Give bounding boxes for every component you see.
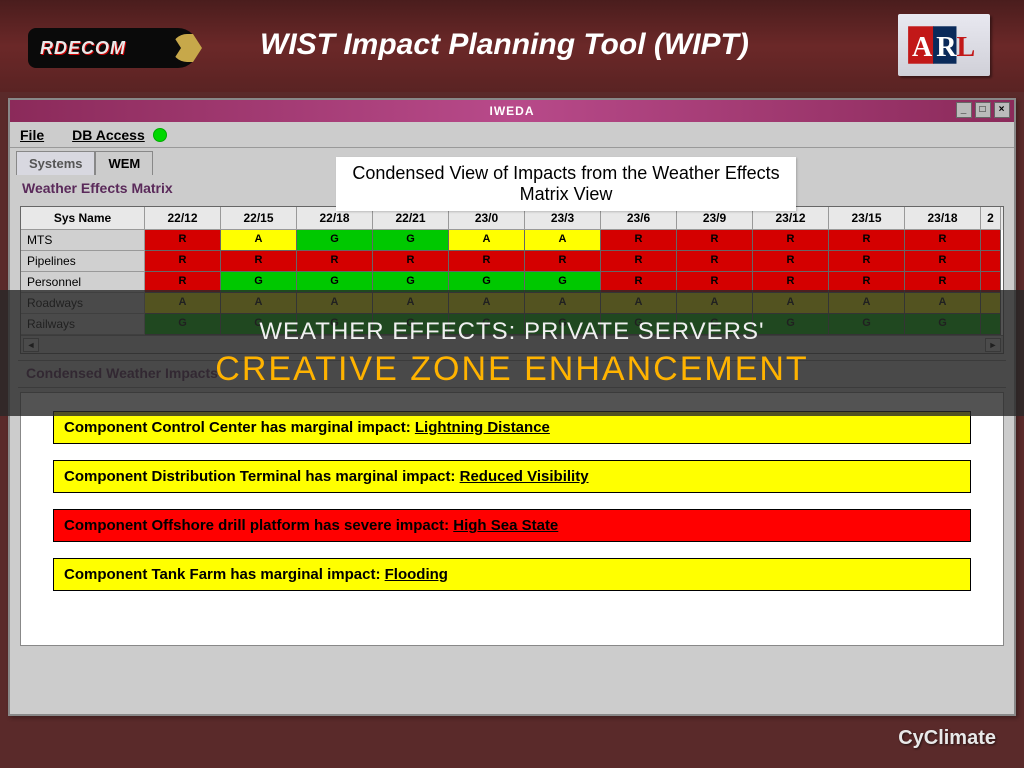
matrix-col-time: 23/15 <box>829 207 905 230</box>
matrix-cell <box>981 251 1001 272</box>
matrix-cell[interactable]: R <box>753 230 829 251</box>
matrix-cell[interactable]: R <box>297 251 373 272</box>
svg-text:R: R <box>936 32 957 63</box>
matrix-cell[interactable]: G <box>373 230 449 251</box>
matrix-cell[interactable]: R <box>829 230 905 251</box>
menu-db-access[interactable]: DB Access <box>72 127 145 143</box>
matrix-row-name[interactable]: Pipelines <box>21 251 145 272</box>
matrix-cell[interactable]: A <box>449 230 525 251</box>
impact-text: Component Offshore drill platform has se… <box>64 517 453 534</box>
svg-text:A: A <box>912 32 933 63</box>
impact-text: Component Tank Farm has marginal impact: <box>64 566 385 583</box>
matrix-cell[interactable]: R <box>753 251 829 272</box>
menu-file[interactable]: File <box>20 127 44 143</box>
condensed-impacts-list: Component Control Center has marginal im… <box>20 392 1004 646</box>
matrix-col-time: 23/18 <box>905 207 981 230</box>
matrix-cell[interactable]: A <box>525 230 601 251</box>
callout-text: Condensed View of Impacts from the Weath… <box>336 163 796 205</box>
overlay-line-2: CREATIVE ZONE ENHANCEMENT <box>215 350 808 389</box>
matrix-cell[interactable]: R <box>221 251 297 272</box>
close-button[interactable]: × <box>994 102 1010 118</box>
matrix-cell[interactable]: R <box>601 251 677 272</box>
matrix-cell[interactable]: A <box>221 230 297 251</box>
window-titlebar[interactable]: IWEDA _ □ × <box>10 100 1014 122</box>
rdecom-text: RDECOM <box>40 38 126 59</box>
rdecom-arrow-icon <box>172 34 202 62</box>
maximize-button[interactable]: □ <box>975 102 991 118</box>
matrix-col-time: 22/12 <box>145 207 221 230</box>
slide-title: WIST Impact Planning Tool (WIPT) <box>260 28 749 62</box>
matrix-col-sysname: Sys Name <box>21 207 145 230</box>
matrix-cell[interactable]: R <box>525 251 601 272</box>
matrix-col-time: 22/15 <box>221 207 297 230</box>
footer-brand: CyClimate <box>898 727 996 750</box>
minimize-button[interactable]: _ <box>956 102 972 118</box>
impact-link[interactable]: Reduced Visibility <box>460 468 589 485</box>
matrix-cell[interactable]: G <box>297 230 373 251</box>
impact-row[interactable]: Component Tank Farm has marginal impact:… <box>53 558 971 591</box>
matrix-cell[interactable]: R <box>601 230 677 251</box>
impact-text: Component Distribution Terminal has marg… <box>64 468 460 485</box>
impact-row[interactable]: Component Offshore drill platform has se… <box>53 509 971 542</box>
overlay-band: WEATHER EFFECTS: PRIVATE SERVERS' CREATI… <box>0 290 1024 416</box>
matrix-cell[interactable]: R <box>449 251 525 272</box>
matrix-col-time: 2 <box>981 207 1001 230</box>
rdecom-logo: RDECOM <box>28 28 198 68</box>
menu-bar: File DB Access <box>10 122 1014 148</box>
matrix-cell[interactable]: R <box>905 230 981 251</box>
tab-wem[interactable]: WEM <box>95 151 153 175</box>
impact-text: Component Control Center has marginal im… <box>64 419 415 436</box>
slide-banner: RDECOM WIST Impact Planning Tool (WIPT) … <box>0 0 1024 92</box>
db-status-indicator-icon <box>153 128 167 142</box>
svg-text:L: L <box>956 32 975 63</box>
impact-link[interactable]: Lightning Distance <box>415 419 550 436</box>
tab-systems[interactable]: Systems <box>16 151 95 175</box>
impact-row[interactable]: Component Distribution Terminal has marg… <box>53 460 971 493</box>
matrix-cell[interactable]: R <box>677 251 753 272</box>
impact-link[interactable]: High Sea State <box>453 517 558 534</box>
window-title: IWEDA <box>490 104 535 118</box>
overlay-line-1: WEATHER EFFECTS: PRIVATE SERVERS' <box>259 318 764 346</box>
matrix-cell[interactable]: R <box>145 251 221 272</box>
matrix-cell[interactable]: R <box>829 251 905 272</box>
matrix-row-name[interactable]: MTS <box>21 230 145 251</box>
arl-logo: A R L <box>898 14 990 76</box>
callout-box: Condensed View of Impacts from the Weath… <box>336 157 796 211</box>
matrix-cell <box>981 230 1001 251</box>
matrix-cell[interactable]: R <box>905 251 981 272</box>
matrix-cell[interactable]: R <box>677 230 753 251</box>
matrix-cell[interactable]: R <box>373 251 449 272</box>
matrix-cell[interactable]: R <box>145 230 221 251</box>
impact-link[interactable]: Flooding <box>385 566 448 583</box>
